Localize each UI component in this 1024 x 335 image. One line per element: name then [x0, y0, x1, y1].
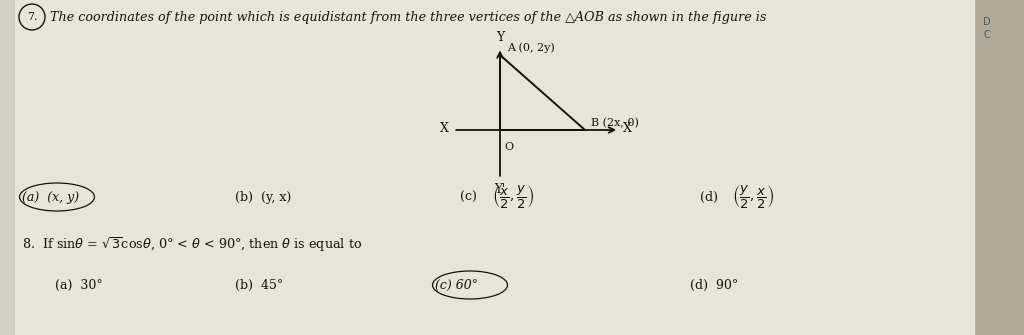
- Text: D: D: [983, 17, 991, 27]
- Text: (a)  (x, y): (a) (x, y): [22, 191, 79, 203]
- Text: Y: Y: [496, 31, 504, 44]
- Text: The coordinates of the point which is equidistant from the three vertices of the: The coordinates of the point which is eq…: [50, 10, 766, 23]
- Text: (d): (d): [700, 191, 718, 203]
- Text: (a)  30°: (a) 30°: [55, 278, 102, 291]
- Text: X: X: [440, 122, 449, 134]
- Text: C: C: [984, 30, 990, 40]
- Text: X: X: [624, 122, 632, 134]
- Text: Y': Y': [495, 183, 506, 196]
- Text: A (0, 2y): A (0, 2y): [507, 43, 555, 53]
- Text: 8.  If sin$\theta$ = $\sqrt{3}$cos$\theta$, 0° < $\theta$ < 90°, then $\theta$ i: 8. If sin$\theta$ = $\sqrt{3}$cos$\theta…: [22, 236, 362, 254]
- Text: (b)  45°: (b) 45°: [234, 278, 284, 291]
- Bar: [0, 0, 15, 335]
- Text: (d)  90°: (d) 90°: [690, 278, 738, 291]
- Text: (c): (c): [460, 191, 477, 203]
- Text: 7.: 7.: [27, 12, 37, 22]
- Bar: [975, 0, 1024, 335]
- Text: $\left(\dfrac{x}{2},\dfrac{y}{2}\right)$: $\left(\dfrac{x}{2},\dfrac{y}{2}\right)$: [492, 184, 535, 211]
- Bar: [976, 0, 1024, 335]
- Text: (b)  (y, x): (b) (y, x): [234, 191, 291, 203]
- Text: B (2x, 0): B (2x, 0): [591, 118, 639, 128]
- Text: O: O: [504, 142, 513, 152]
- Text: $\left(\dfrac{y}{2},\dfrac{x}{2}\right)$: $\left(\dfrac{y}{2},\dfrac{x}{2}\right)$: [732, 184, 774, 211]
- Text: (c) 60°: (c) 60°: [435, 278, 478, 291]
